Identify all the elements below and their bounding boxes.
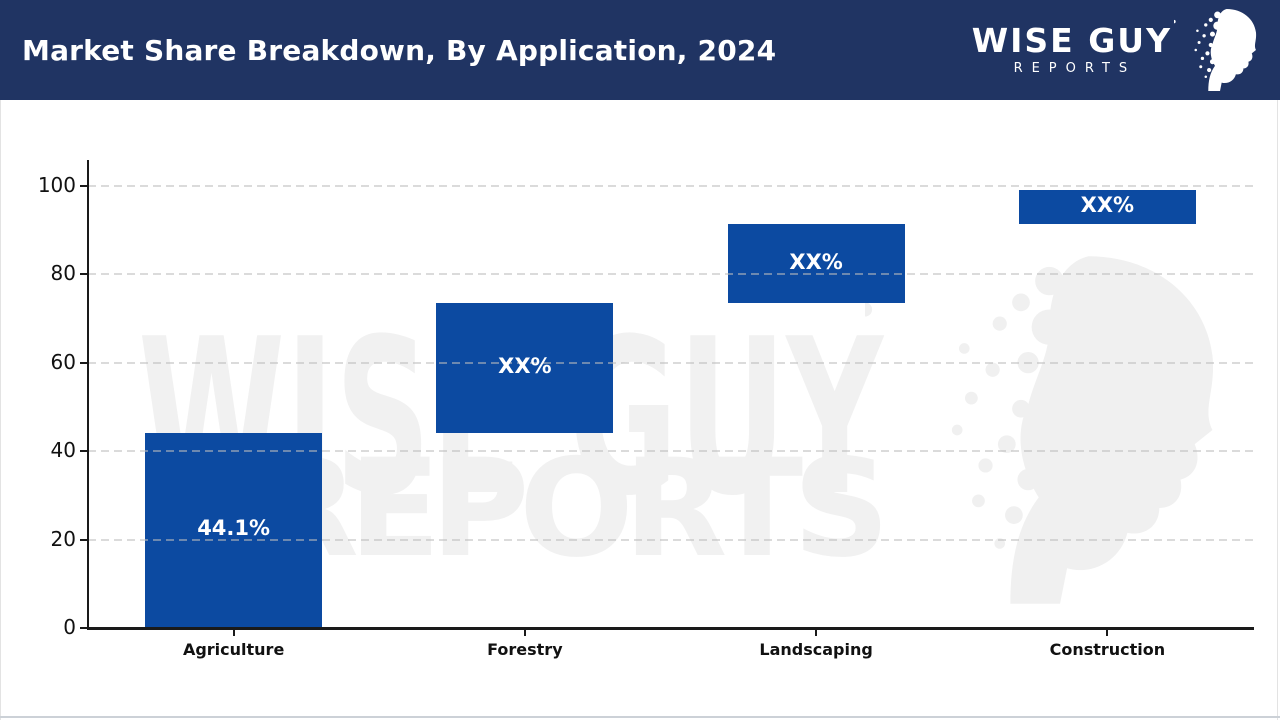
y-tick-20 [80, 538, 87, 541]
y-tick-label-20: 20 [50, 526, 76, 551]
chart-canvas: WISE GUY REPORTS 020406080100Agriculture… [0, 100, 1280, 720]
y-tick-0 [80, 627, 87, 629]
x-tick-label-construction: Construction [1049, 640, 1166, 659]
bar-agriculture [145, 432, 323, 628]
brand-name: WISE GUY [971, 21, 1172, 60]
y-tick-label-80: 80 [50, 261, 76, 285]
bar-value-label-agriculture: 44.1% [197, 516, 271, 541]
watermark-line2: REPORTS [255, 430, 890, 587]
x-axis-spine [87, 627, 1254, 630]
brand-logo: WISE GUY REPORTS [972, 5, 1266, 95]
brand-subname: REPORTS [1013, 61, 1137, 76]
dotted-head-profile-icon [1174, 9, 1257, 91]
y-tick-80 [80, 273, 87, 275]
y-tick-label-0: 0 [63, 615, 76, 639]
left-border [0, 100, 1, 720]
bar-value-label-forestry: XX% [498, 354, 552, 379]
bar-construction [1018, 190, 1196, 225]
x-tick-agriculture [232, 628, 235, 636]
y-tick-100 [80, 184, 87, 187]
bottom-border [0, 716, 1280, 718]
x-tick-label-agriculture: Agriculture [182, 640, 285, 659]
right-border [1277, 100, 1278, 720]
y-tick-40 [80, 450, 87, 452]
gridline-100 [88, 184, 1253, 187]
y-axis-spine [87, 160, 89, 630]
x-tick-landscaping [815, 628, 818, 636]
y-tick-label-60: 60 [50, 349, 76, 374]
gridline-80 [88, 273, 1253, 275]
x-tick-forestry [523, 628, 526, 636]
y-tick-label-100: 100 [37, 172, 76, 197]
page-title: Market Share Breakdown, By Application, … [22, 33, 777, 67]
gridline-20 [88, 538, 1253, 541]
gridline-60 [88, 361, 1253, 364]
bar-value-label-construction: XX% [1080, 193, 1135, 218]
brand-wordmark: WISE GUY REPORTS [971, 21, 1172, 77]
bar-landscaping [727, 224, 905, 304]
bar-value-label-landscaping: XX% [789, 249, 843, 274]
header: Market Share Breakdown, By Application, … [0, 0, 1280, 100]
y-tick-label-40: 40 [50, 438, 76, 462]
gridline-40 [88, 450, 1253, 452]
x-tick-label-landscaping: Landscaping [759, 640, 873, 659]
x-tick-label-forestry: Forestry [487, 640, 563, 659]
x-tick-construction [1106, 628, 1109, 636]
y-tick-60 [80, 361, 87, 364]
watermark-head-icon [865, 256, 1214, 604]
bar-forestry [436, 303, 614, 433]
